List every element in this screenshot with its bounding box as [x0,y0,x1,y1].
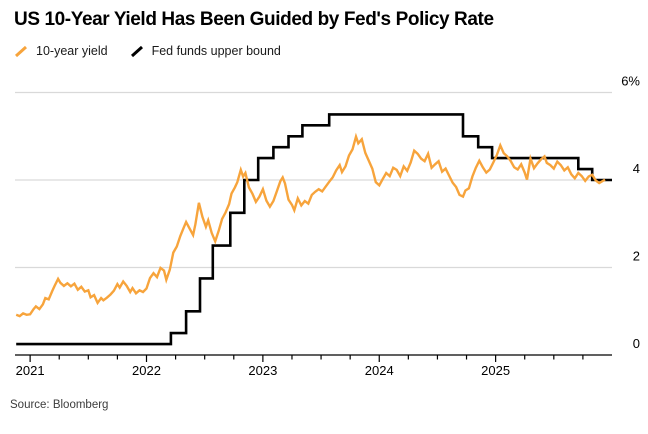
source-attribution: Source: Bloomberg [10,399,109,411]
ten-year-yield-line [15,132,606,318]
y-tick-label: 6% [621,74,640,89]
legend-item-10-year-yield: 10-year yield [14,44,108,58]
y-tick-label: 2 [633,249,640,264]
legend-label: Fed funds upper bound [151,44,281,58]
chart-title: US 10-Year Yield Has Been Guided by Fed'… [14,9,494,30]
x-tick-label: 2024 [365,363,394,378]
line-chart: 2021 2022 2023 2024 2025 0 2 4 6% [15,74,640,378]
orange-slash-icon [14,45,28,57]
x-tick-label: 2021 [16,363,45,378]
legend-label: 10-year yield [36,44,108,58]
y-tick-label: 4 [633,161,640,176]
legend: 10-year yield Fed funds upper bound [14,44,281,58]
x-tick-label: 2022 [132,363,161,378]
black-slash-icon [130,45,143,57]
legend-item-fed-funds-upper-bound: Fed funds upper bound [130,44,281,58]
fed-funds-step-line [16,113,612,346]
y-tick-label: 0 [633,336,640,351]
x-tick-label: 2023 [248,363,277,378]
x-tick-label: 2025 [481,363,510,378]
